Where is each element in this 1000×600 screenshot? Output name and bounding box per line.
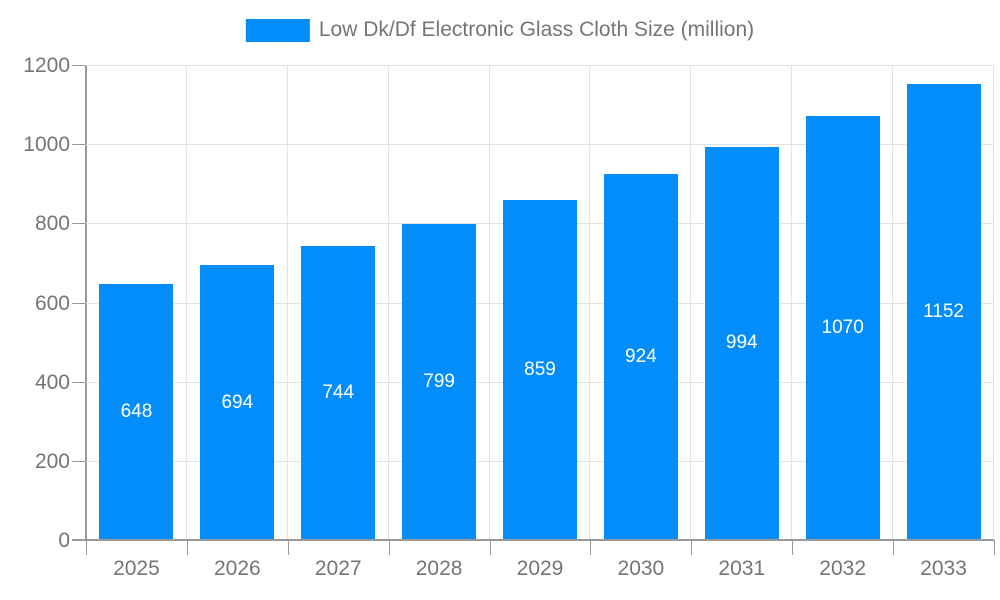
bar-value-label: 924 bbox=[625, 346, 657, 368]
legend-swatch bbox=[245, 18, 310, 42]
x-axis-line bbox=[72, 539, 994, 541]
y-axis-tick bbox=[72, 65, 86, 66]
x-axis-label: 2025 bbox=[113, 557, 160, 580]
bar-2033[interactable]: 1152 bbox=[906, 84, 981, 540]
bar-2028[interactable]: 799 bbox=[402, 223, 477, 540]
x-axis-label: 2027 bbox=[314, 557, 362, 580]
v-gridline bbox=[286, 65, 288, 540]
y-axis-tick bbox=[72, 381, 86, 383]
x-axis-tick bbox=[186, 540, 188, 555]
x-axis-tick bbox=[691, 540, 693, 555]
h-gridline bbox=[86, 65, 994, 66]
y-axis-label: 1000 bbox=[23, 133, 70, 157]
x-axis-tick bbox=[792, 540, 794, 555]
x-axis-label: 2030 bbox=[617, 557, 665, 580]
x-axis-label: 2029 bbox=[516, 557, 564, 580]
bar-2026[interactable]: 694 bbox=[200, 265, 275, 540]
bar-value-label: 1070 bbox=[821, 317, 864, 339]
legend-label: Low Dk/Df Electronic Glass Cloth Size (m… bbox=[318, 18, 755, 41]
bar-value-label: 799 bbox=[423, 370, 455, 392]
bar-2031[interactable]: 994 bbox=[704, 146, 779, 540]
bar-2025[interactable]: 648 bbox=[99, 283, 174, 540]
x-axis-tick bbox=[590, 540, 592, 555]
bar-value-label: 994 bbox=[725, 332, 758, 354]
x-axis-tick bbox=[994, 540, 995, 555]
x-axis-label: 2032 bbox=[819, 557, 867, 580]
bar-2027[interactable]: 744 bbox=[301, 245, 376, 540]
bar-value-label: 859 bbox=[524, 358, 556, 380]
v-gridline bbox=[993, 65, 994, 540]
bar-value-label: 694 bbox=[221, 391, 254, 413]
y-axis-label: 800 bbox=[34, 212, 70, 236]
h-gridline bbox=[86, 144, 994, 146]
x-axis-tick bbox=[893, 540, 895, 555]
x-axis-label: 2033 bbox=[920, 557, 967, 580]
bar-2032[interactable]: 1070 bbox=[805, 116, 880, 540]
bar-value-label: 648 bbox=[120, 400, 153, 422]
x-axis-tick bbox=[388, 540, 390, 555]
y-axis-label: 1200 bbox=[23, 54, 70, 77]
chart-legend[interactable]: Low Dk/Df Electronic Glass Cloth Size (m… bbox=[245, 18, 755, 42]
y-axis-label: 200 bbox=[34, 449, 70, 473]
x-axis-tick bbox=[489, 540, 491, 555]
y-axis-label: 600 bbox=[34, 291, 70, 315]
bar-2029[interactable]: 859 bbox=[503, 199, 577, 540]
bar-value-label: 1152 bbox=[923, 301, 964, 322]
bar-2030[interactable]: 924 bbox=[603, 174, 678, 540]
v-gridline bbox=[791, 65, 793, 540]
y-axis-tick bbox=[72, 302, 86, 304]
x-axis-label: 2026 bbox=[213, 557, 261, 580]
bar-value-label: 744 bbox=[322, 381, 355, 403]
y-axis-tick bbox=[72, 460, 86, 462]
v-gridline bbox=[387, 65, 389, 540]
plot-area: 648 694 744 799 859 924 994 1070 1152 bbox=[86, 65, 994, 540]
y-axis-tick bbox=[72, 144, 86, 146]
x-axis-tick bbox=[86, 540, 87, 555]
v-gridline bbox=[589, 65, 591, 540]
v-gridline bbox=[488, 65, 490, 540]
x-axis-label: 2028 bbox=[415, 557, 463, 580]
v-gridline bbox=[690, 65, 692, 540]
y-axis-label: 0 bbox=[58, 529, 70, 552]
y-axis-label: 400 bbox=[34, 370, 70, 394]
x-axis-tick bbox=[287, 540, 289, 555]
y-axis-tick bbox=[72, 223, 86, 225]
x-axis-label: 2031 bbox=[718, 557, 766, 580]
v-gridline bbox=[892, 65, 894, 540]
v-gridline bbox=[185, 65, 187, 540]
y-axis-tick bbox=[72, 540, 86, 541]
